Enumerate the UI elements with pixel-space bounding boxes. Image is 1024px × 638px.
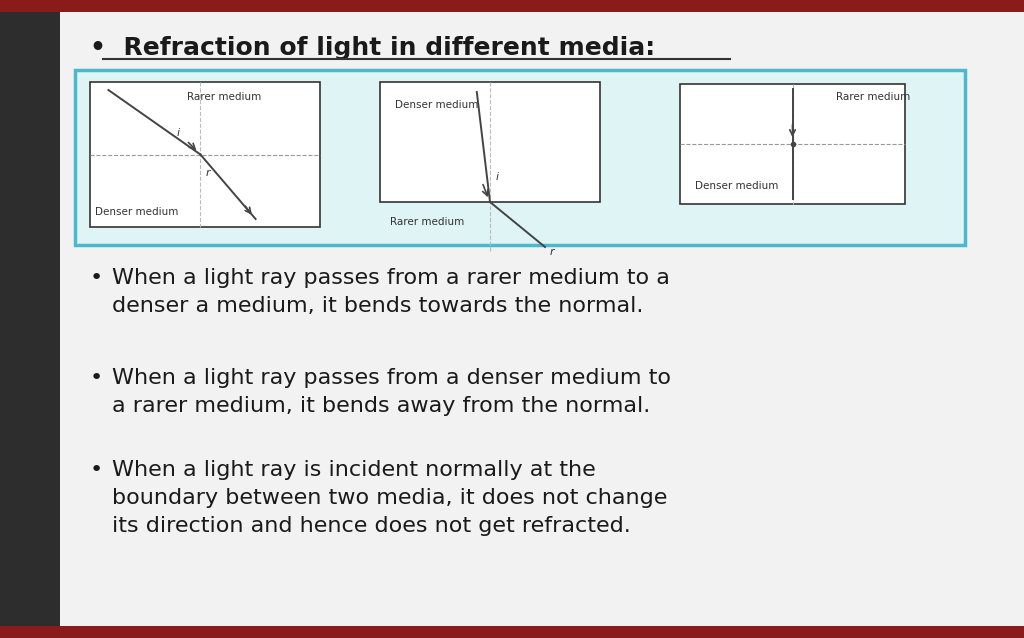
Text: Denser medium: Denser medium xyxy=(695,181,778,191)
Text: boundary between two media, it does not change: boundary between two media, it does not … xyxy=(112,488,668,508)
Text: i: i xyxy=(496,172,499,182)
Bar xyxy=(0,0,60,638)
Text: r: r xyxy=(206,168,211,177)
Text: •  Refraction of light in different media:: • Refraction of light in different media… xyxy=(90,36,655,60)
Text: a rarer medium, it bends away from the normal.: a rarer medium, it bends away from the n… xyxy=(112,396,650,416)
Text: its direction and hence does not get refracted.: its direction and hence does not get ref… xyxy=(112,516,631,536)
Text: Rarer medium: Rarer medium xyxy=(390,217,464,227)
Text: Denser medium: Denser medium xyxy=(95,207,178,217)
Text: •: • xyxy=(90,460,103,480)
Text: denser a medium, it bends towards the normal.: denser a medium, it bends towards the no… xyxy=(112,296,643,316)
Text: Rarer medium: Rarer medium xyxy=(186,92,261,102)
Bar xyxy=(90,82,319,227)
Text: When a light ray passes from a denser medium to: When a light ray passes from a denser me… xyxy=(112,368,671,388)
Bar xyxy=(680,84,905,204)
Text: Rarer medium: Rarer medium xyxy=(836,92,910,102)
Bar xyxy=(0,626,1024,638)
Text: •: • xyxy=(90,368,103,388)
Bar xyxy=(380,82,600,202)
Text: When a light ray is incident normally at the: When a light ray is incident normally at… xyxy=(112,460,596,480)
Text: i: i xyxy=(177,128,180,138)
Bar xyxy=(0,0,1024,12)
Text: •: • xyxy=(90,268,103,288)
Bar xyxy=(75,70,965,245)
Text: r: r xyxy=(550,247,555,257)
Text: Denser medium: Denser medium xyxy=(395,100,478,110)
Text: When a light ray passes from a rarer medium to a: When a light ray passes from a rarer med… xyxy=(112,268,670,288)
